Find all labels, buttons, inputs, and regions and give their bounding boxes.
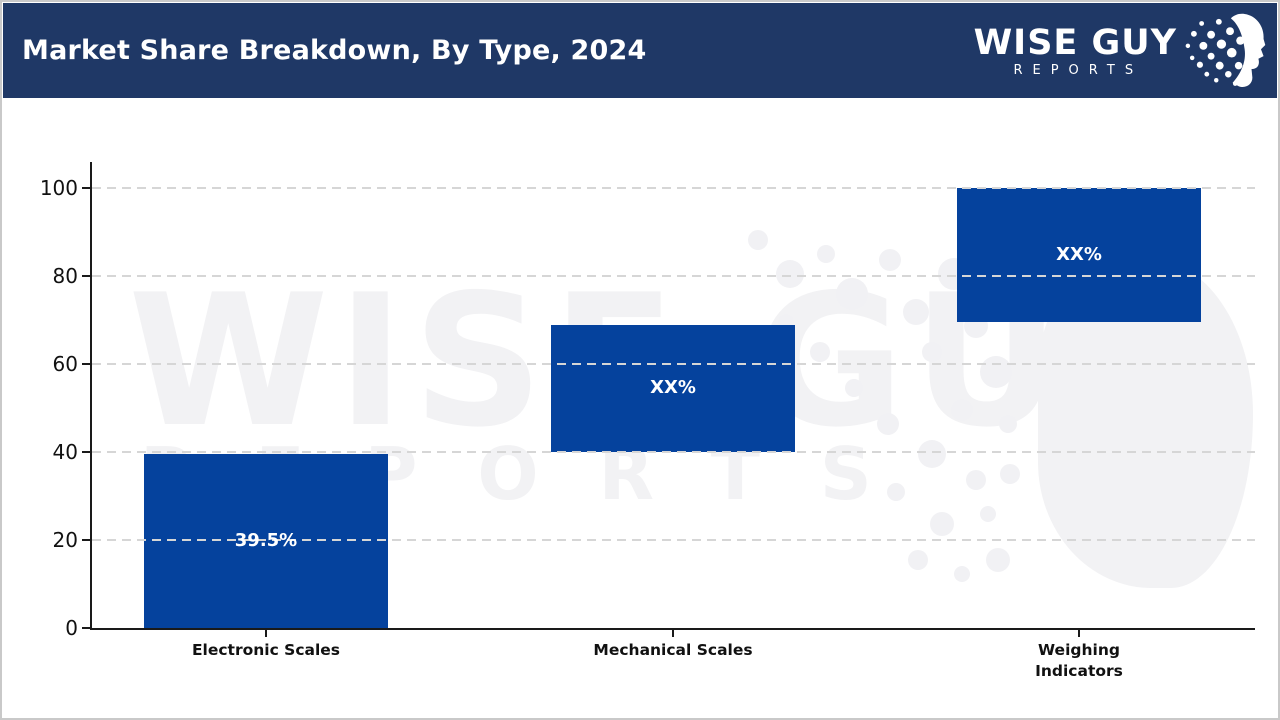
watermark-dot [810, 342, 830, 362]
y-tick-mark [82, 627, 90, 629]
bar-mechanical-scales [551, 324, 795, 453]
watermark-dot [887, 483, 905, 501]
y-tick-mark [82, 451, 90, 454]
watermark-dot [1000, 464, 1020, 484]
watermark-dot [922, 342, 942, 362]
gridline-y-40 [92, 451, 1255, 454]
y-tick-label: 20 [52, 528, 78, 553]
watermark-dot [748, 230, 768, 250]
category-label: Weighing Indicators [1035, 641, 1123, 680]
watermark-dot [954, 566, 970, 582]
watermark-dot [903, 299, 929, 325]
wise-guy-logo: WISE GUY REPORTS [974, 9, 1267, 93]
x-axis-line [90, 628, 1255, 630]
watermark-dot [980, 356, 1012, 388]
watermark-dot [980, 506, 996, 522]
category-label: Electronic Scales [191, 641, 341, 659]
logo-brand-name: WISE GUY [973, 22, 1177, 63]
x-tick-mark [265, 630, 267, 637]
y-tick-mark [82, 275, 90, 278]
watermark-dot [986, 548, 1010, 572]
header: Market Share Breakdown, By Type, 2024 WI… [3, 3, 1277, 98]
gridline-y-100 [92, 187, 1255, 190]
y-tick-mark [82, 187, 90, 190]
x-tick-mark [672, 630, 674, 637]
watermark-dot [776, 260, 804, 288]
y-tick-label: 60 [52, 352, 78, 377]
y-tick-mark [82, 363, 90, 366]
logo-text: WISE GUY REPORTS [974, 25, 1177, 78]
logo-head-icon [1185, 13, 1266, 88]
bar-value-label: 39.5% [234, 530, 298, 552]
watermark-dot [966, 470, 986, 490]
watermark-dot [908, 550, 928, 570]
y-tick-label: 100 [39, 176, 78, 201]
bar-value-label: XX% [650, 377, 696, 399]
watermark-dot [879, 249, 901, 271]
gridline-y-20 [92, 539, 1255, 542]
bar-electronic-scales [144, 454, 388, 628]
y-tick-mark [82, 539, 90, 542]
y-tick-label: 40 [52, 440, 78, 465]
y-tick-label: 0 [65, 616, 78, 640]
y-tick-label: 80 [52, 264, 78, 289]
watermark-dot [877, 413, 899, 435]
bar-weighing-indicators [957, 188, 1201, 323]
watermark-dot [836, 278, 868, 310]
watermark-dot [817, 245, 835, 263]
watermark-dot [845, 379, 863, 397]
x-tick-mark [1078, 630, 1080, 637]
category-label: Mechanical Scales [593, 641, 753, 659]
logo-brand-subtitle: REPORTS [1013, 62, 1144, 78]
gridline-y-60 [92, 363, 1255, 366]
watermark-dot [999, 415, 1017, 433]
chart-plot-area: WISE GUY REPORTS 0 20 40 60 80 100 39.5% Electr… [40, 162, 1255, 680]
gridline-y-80 [92, 275, 1255, 278]
watermark-dot [930, 512, 954, 536]
watermark-dot [918, 440, 946, 468]
y-axis-line [90, 162, 92, 630]
bar-value-label: XX% [1056, 244, 1102, 266]
page-title: Market Share Breakdown, By Type, 2024 [22, 35, 647, 66]
watermark-dot [951, 399, 973, 421]
